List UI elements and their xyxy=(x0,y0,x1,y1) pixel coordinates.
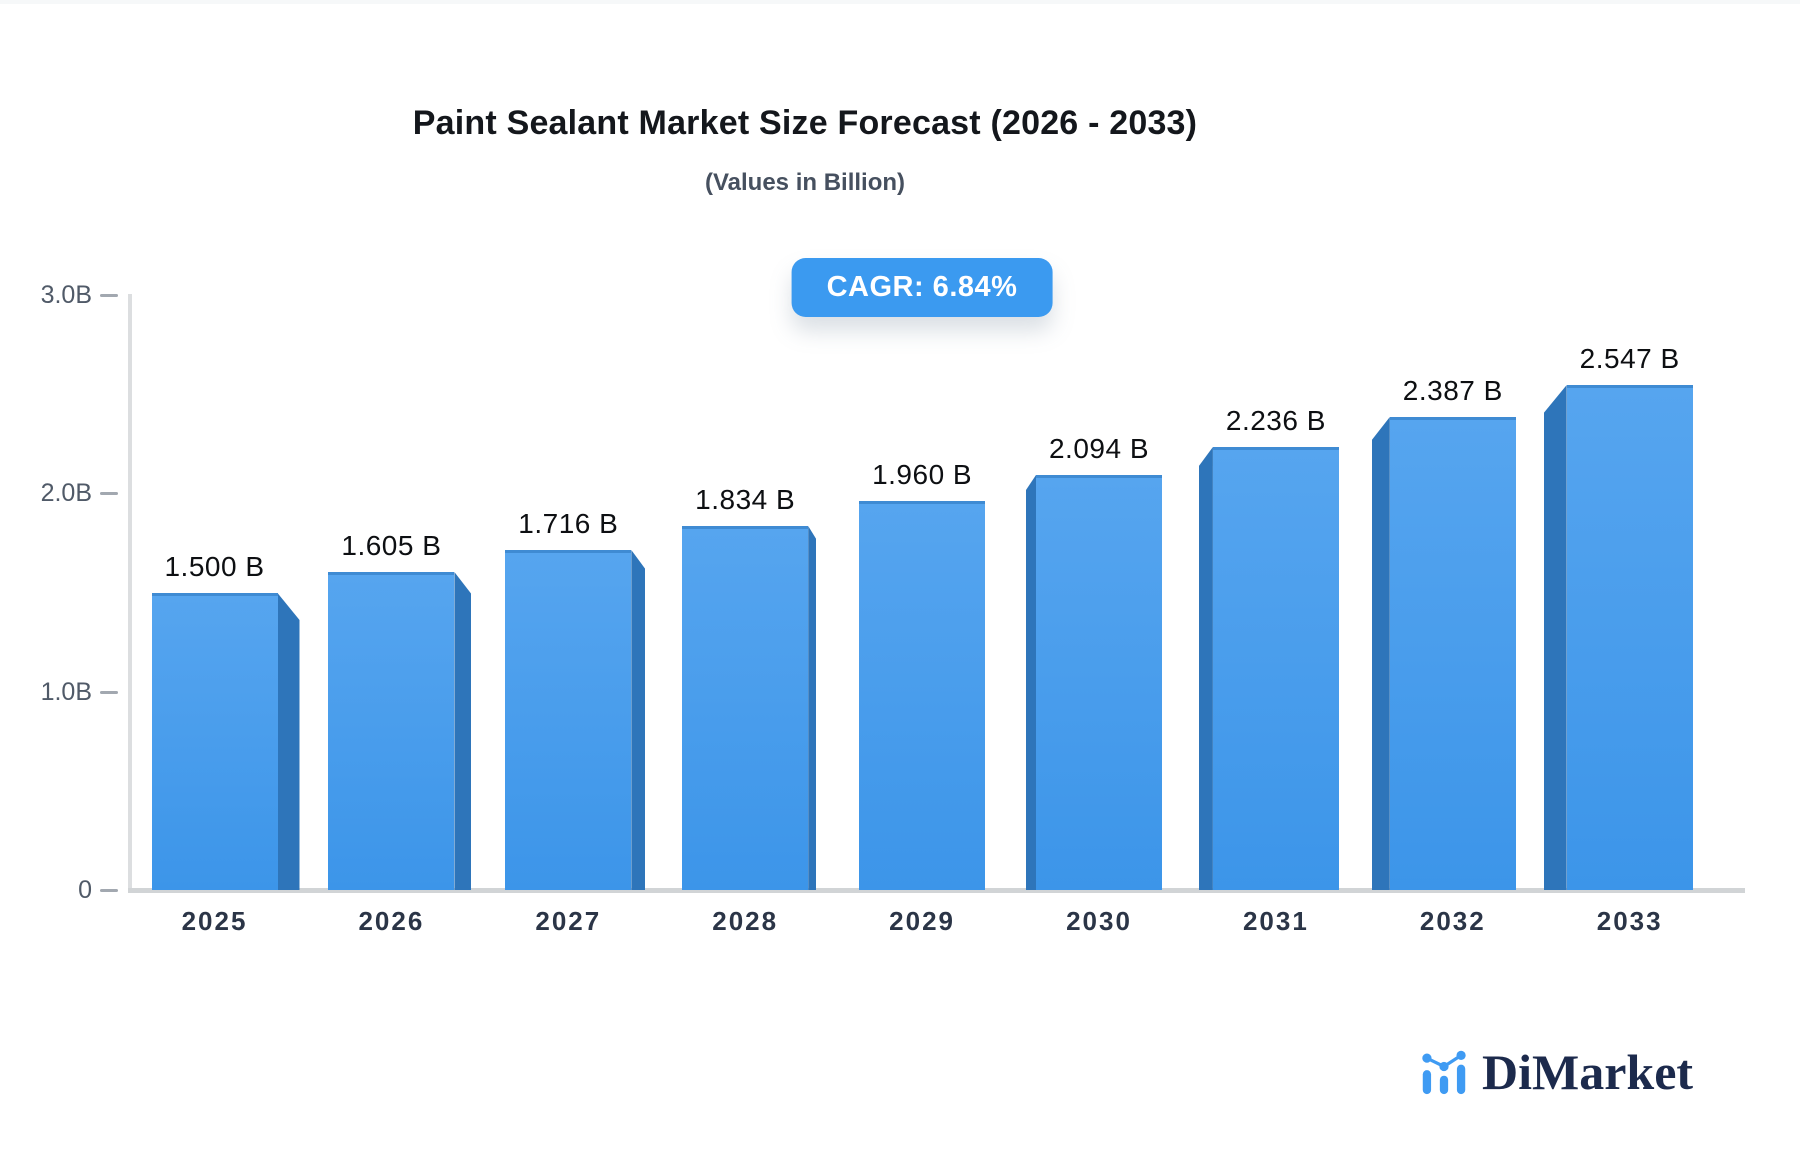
x-axis-label: 2026 xyxy=(358,906,425,936)
x-axis-label: 2029 xyxy=(889,906,956,936)
bar-3d-side xyxy=(631,550,646,890)
bar-3d-side xyxy=(454,572,472,890)
bar xyxy=(1212,447,1339,890)
bar-value-label: 1.605 B xyxy=(341,530,442,561)
bar-3d-side xyxy=(277,593,300,890)
bar xyxy=(328,572,455,890)
y-axis-tick-label: 2.0B xyxy=(40,479,92,508)
y-axis-tick-mark xyxy=(100,690,118,694)
logo: DiMarket xyxy=(1420,1044,1693,1100)
y-axis-tick-label: 0 xyxy=(78,876,92,904)
bar xyxy=(505,550,632,890)
cagr-badge: CAGR: 6.84% xyxy=(791,258,1053,317)
y-axis-tick-label: 1.0B xyxy=(40,677,92,706)
bar-3d-side xyxy=(1543,385,1567,890)
bar xyxy=(859,501,986,890)
x-axis-line xyxy=(128,888,1745,893)
bar-3d-side xyxy=(808,526,817,890)
y-axis-tick-mark xyxy=(100,889,118,892)
x-axis-label: 2028 xyxy=(712,906,779,936)
x-axis-label: 2031 xyxy=(1242,906,1309,936)
chart-subtitle: (Values in Billion) xyxy=(704,169,906,196)
y-axis-line xyxy=(128,294,132,890)
bar xyxy=(1389,417,1516,890)
y-axis-tick-label: 3.0B xyxy=(40,281,92,310)
bar-3d-side xyxy=(1371,417,1390,890)
bar xyxy=(1036,475,1162,890)
bar xyxy=(1566,385,1693,890)
bar-3d-side xyxy=(1026,475,1036,890)
x-axis-label: 2027 xyxy=(535,906,602,936)
bar-value-label: 2.236 B xyxy=(1225,405,1326,436)
chart-title: Paint Sealant Market Size Forecast (2026… xyxy=(412,104,1198,142)
x-axis-label: 2032 xyxy=(1419,906,1486,936)
bar-value-label: 1.716 B xyxy=(518,508,619,539)
bar xyxy=(682,526,809,890)
bar-3d-side xyxy=(1198,447,1213,890)
x-axis-label: 2033 xyxy=(1596,906,1663,936)
bar-value-label: 1.960 B xyxy=(872,459,973,490)
x-axis-label: 2025 xyxy=(181,906,248,936)
logo-text: DiMarket xyxy=(1482,1044,1694,1100)
bar-value-label: 1.834 B xyxy=(695,484,796,515)
bar xyxy=(151,593,278,890)
bar-value-label: 2.094 B xyxy=(1048,433,1150,464)
y-axis-tick-mark xyxy=(100,294,118,298)
bar-value-label: 2.547 B xyxy=(1579,343,1680,374)
bar-value-label: 2.387 B xyxy=(1402,375,1503,406)
mini-bar-line-chart-icon xyxy=(1422,1050,1466,1095)
y-axis-tick-mark xyxy=(100,492,118,496)
bar-value-label: 1.500 B xyxy=(164,551,265,582)
x-axis-label: 2030 xyxy=(1066,906,1132,936)
